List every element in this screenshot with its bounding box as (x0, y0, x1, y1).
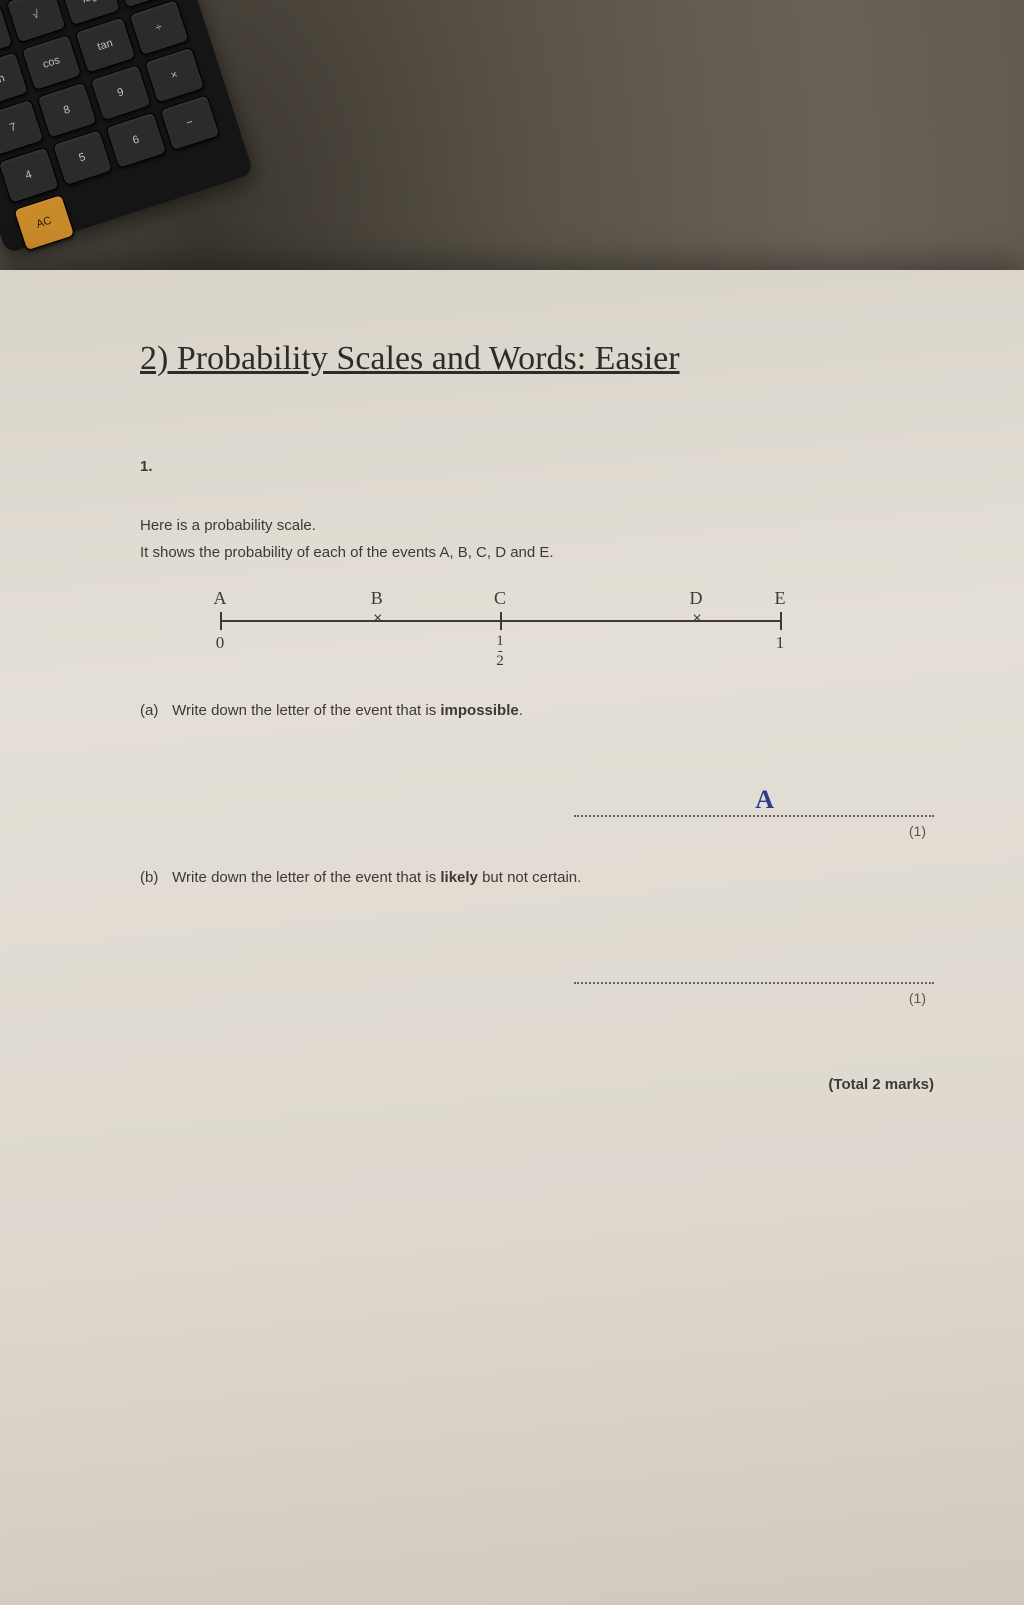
calc-key: tan (74, 16, 136, 73)
part-b-label: (b) (140, 869, 168, 886)
part-a-mark-hint: (1) (140, 823, 934, 839)
calc-key: 7 (0, 99, 44, 156)
scale-point-letter-B: B (371, 588, 383, 609)
calc-key: × (143, 46, 205, 103)
part-a-question: (a) Write down the letter of the event t… (140, 702, 934, 719)
part-a-text-after: . (519, 702, 523, 719)
scale-point-value-A: 0 (216, 634, 225, 652)
scale-cross-B: × (371, 612, 385, 626)
part-b-question: (b) Write down the letter of the event t… (140, 869, 934, 886)
calc-key: 5 (51, 129, 113, 186)
part-b-text-after: but not certain. (478, 869, 581, 886)
scale-point-letter-E: E (775, 588, 786, 609)
scale-tick-E (780, 612, 782, 630)
part-a-answer-row: A (140, 789, 934, 817)
part-b-answer-row (140, 956, 934, 984)
scale-point-letter-C: C (494, 588, 506, 609)
scale-cross-D: × (690, 612, 704, 626)
worksheet-paper: 2) Probability Scales and Words: Easier … (0, 270, 1024, 1605)
part-a-label: (a) (140, 702, 168, 719)
calc-key: 8 (36, 81, 98, 138)
part-b-bold: likely (440, 869, 478, 886)
scale-point-value-E: 1 (776, 634, 785, 652)
section-title: 2) Probability Scales and Words: Easier (140, 340, 934, 378)
question-number: 1. (140, 458, 934, 475)
calc-key: 6 (105, 112, 167, 169)
probability-scale: A0B×C12D×E1 (220, 582, 780, 672)
part-a-answer-line[interactable]: A (574, 789, 934, 817)
intro-line-1: Here is a probability scale. (140, 515, 934, 538)
scale-point-letter-A: A (214, 588, 227, 609)
calc-key: cos (21, 34, 83, 91)
calc-key: ÷ (128, 0, 190, 56)
part-b-text-before: Write down the letter of the event that … (172, 869, 440, 886)
intro-line-2: It shows the probability of each of the … (140, 542, 934, 565)
scale-tick-A (220, 612, 222, 630)
calc-key: 9 (90, 64, 152, 121)
scale-point-letter-D: D (690, 588, 703, 609)
calc-key: − (159, 94, 221, 151)
part-b-answer-line[interactable] (574, 956, 934, 984)
calc-key: 4 (0, 146, 59, 203)
part-a-bold: impossible (440, 702, 518, 719)
scale-tick-C (500, 612, 502, 630)
part-b-mark-hint: (1) (140, 990, 934, 1006)
part-a-answer-handwritten: A (755, 785, 774, 815)
total-marks: (Total 2 marks) (140, 1076, 934, 1093)
scale-point-value-C: 12 (496, 634, 504, 669)
part-a-text-before: Write down the letter of the event that … (172, 702, 440, 719)
